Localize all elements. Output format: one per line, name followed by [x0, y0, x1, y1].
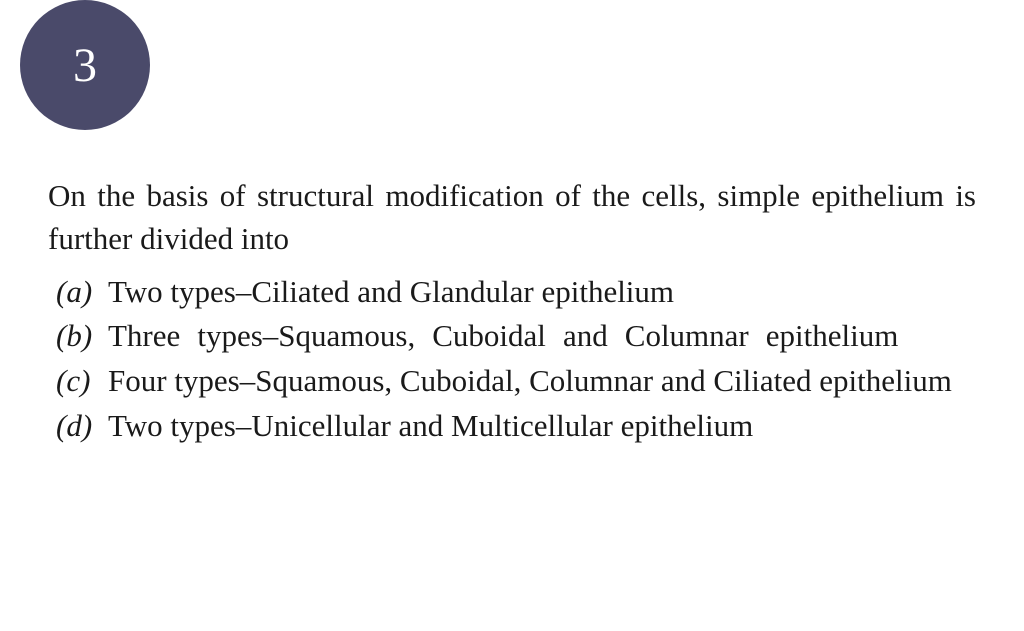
option-label: (c) [56, 360, 108, 403]
question-content: On the basis of structural modification … [48, 175, 976, 450]
option-a: (a) Two types–Ciliated and Glandular epi… [56, 271, 976, 314]
question-number-badge: 3 [20, 0, 150, 130]
option-label: (a) [56, 271, 108, 314]
option-label: (b) [56, 315, 108, 358]
question-text: On the basis of structural modification … [48, 175, 976, 261]
option-c: (c) Four types–Squamous, Cuboidal, Colum… [56, 360, 976, 403]
option-text: Two types–Unicellular and Multicellular … [108, 405, 976, 448]
question-number: 3 [73, 38, 97, 93]
option-text: Two types–Ciliated and Glandular epithel… [108, 271, 976, 314]
option-b: (b) Three types–Squamous, Cuboidal and C… [56, 315, 976, 358]
option-text: Three types–Squamous, Cuboidal and Colum… [108, 315, 976, 358]
option-d: (d) Two types–Unicellular and Multicellu… [56, 405, 976, 448]
option-text: Four types–Squamous, Cuboidal, Columnar … [108, 360, 976, 403]
options-list: (a) Two types–Ciliated and Glandular epi… [48, 271, 976, 448]
option-label: (d) [56, 405, 108, 448]
